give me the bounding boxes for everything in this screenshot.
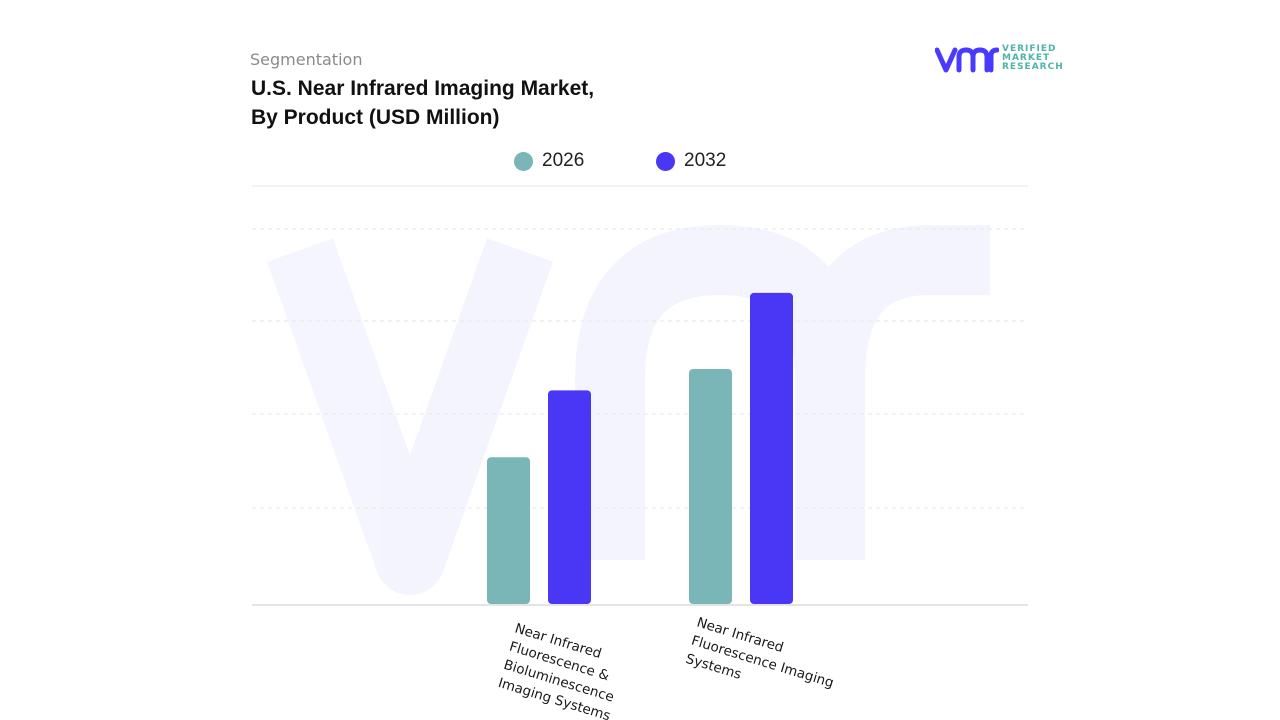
bar-2026-category-1 <box>487 457 530 604</box>
vmr-watermark <box>267 224 990 595</box>
chart-title-line-2: By Product (USD Million) <box>251 106 500 129</box>
bar-group <box>487 292 793 604</box>
category-label-2: Near InfraredFluorescence ImagingSystems <box>684 615 841 710</box>
category-label-1: Near InfraredFluorescence &Bioluminescen… <box>496 621 629 720</box>
legend-item-2032: 2032 <box>656 148 726 174</box>
grid-lines <box>252 185 1028 606</box>
logo-line-research: RESEARCH <box>1002 62 1064 72</box>
chart-legend: 2026 2032 <box>0 148 1280 174</box>
legend-label-2026: 2026 <box>542 150 585 171</box>
logo-line-market: MARKET <box>1002 53 1051 63</box>
legend-item-2026: 2026 <box>514 148 584 174</box>
bar-2032-category-2 <box>750 292 793 604</box>
vmr-logo: VERIFIED MARKET RESEARCH <box>934 44 1065 76</box>
vmr-logo-text: VERIFIED MARKET RESEARCH <box>1002 45 1064 72</box>
bar-2032-category-1 <box>548 390 591 604</box>
logo-line-verified: VERIFIED <box>1002 44 1057 54</box>
legend-label-2032: 2032 <box>684 150 727 171</box>
chart-title-line-1: U.S. Near Infrared Imaging Market, <box>251 77 595 100</box>
legend-swatch-2032 <box>656 151 675 171</box>
legend-swatch-2026 <box>514 151 533 171</box>
category-labels: Near InfraredFluorescence &Bioluminescen… <box>496 615 841 720</box>
bar-2026-category-2 <box>689 368 732 604</box>
chart-title: U.S. Near Infrared Imaging Market, By Pr… <box>251 74 594 132</box>
segmentation-label: Segmentation <box>250 50 363 69</box>
vmr-logo-icon <box>934 47 1000 73</box>
